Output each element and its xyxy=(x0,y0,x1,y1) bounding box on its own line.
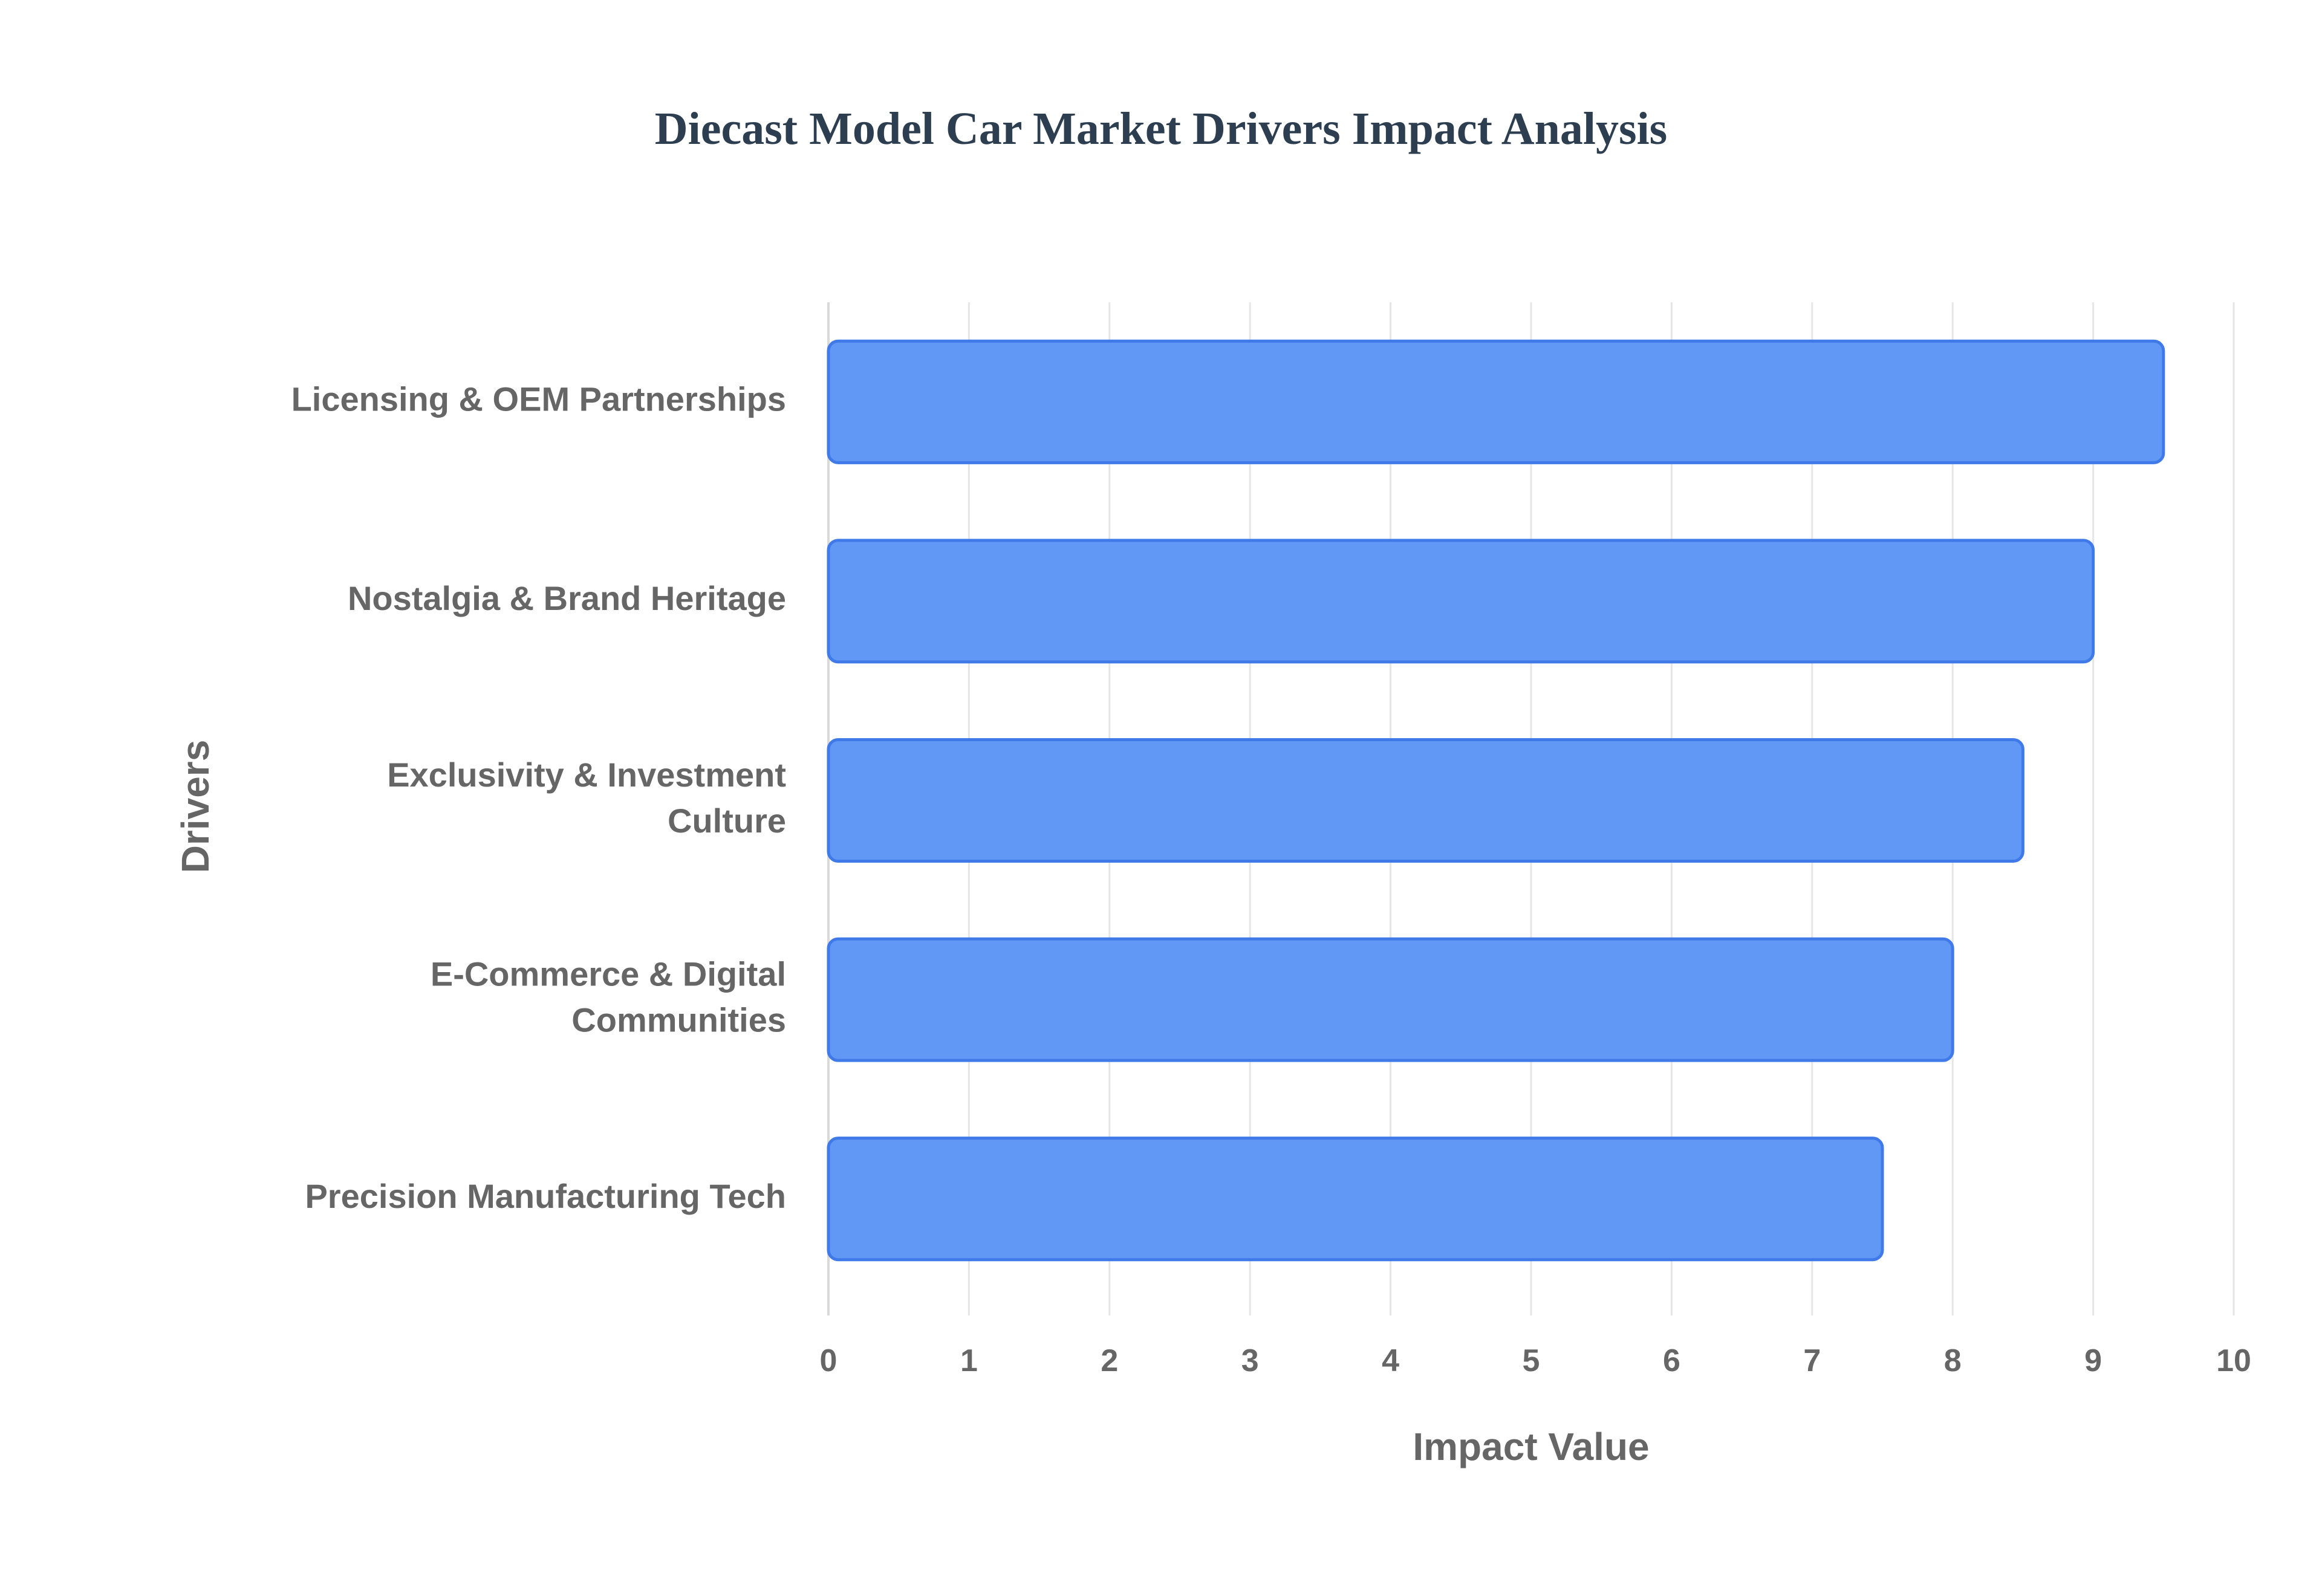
category-label: Precision Manufacturing Tech xyxy=(305,1177,786,1215)
x-tick-label: 0 xyxy=(820,1343,837,1378)
category-labels: Licensing & OEM Partnerships Nostalgia & … xyxy=(291,380,786,1215)
bar[interactable] xyxy=(827,339,2165,464)
bar[interactable] xyxy=(827,1137,1884,1262)
x-tick-label: 10 xyxy=(2216,1343,2251,1378)
x-tick-label: 9 xyxy=(2084,1343,2102,1378)
bars xyxy=(827,339,2165,1262)
y-axis-title: Drivers xyxy=(174,740,217,874)
chart-title: Diecast Model Car Market Drivers Impact … xyxy=(654,103,1668,154)
x-tick-label: 1 xyxy=(960,1343,978,1378)
x-tick-label: 5 xyxy=(1523,1343,1540,1378)
x-tick-label: 4 xyxy=(1382,1343,1399,1378)
category-label: Exclusivity & Investment Culture xyxy=(387,756,786,840)
category-label: Licensing & OEM Partnerships xyxy=(291,380,786,418)
x-tick-label: 6 xyxy=(1663,1343,1680,1378)
x-tick-label: 7 xyxy=(1803,1343,1821,1378)
x-axis-title: Impact Value xyxy=(1413,1425,1649,1468)
x-tick-label: 3 xyxy=(1241,1343,1259,1378)
bar[interactable] xyxy=(827,937,1954,1062)
bar[interactable] xyxy=(827,738,2024,863)
bar[interactable] xyxy=(827,539,2095,664)
category-label: E-Commerce & Digital Communities xyxy=(431,955,786,1039)
x-tick-label: 2 xyxy=(1101,1343,1118,1378)
x-tick-label: 8 xyxy=(1944,1343,1962,1378)
category-label: Nostalgia & Brand Heritage xyxy=(348,579,786,617)
x-tick-labels: 0 1 2 3 4 5 6 7 8 9 10 xyxy=(820,1343,2251,1378)
